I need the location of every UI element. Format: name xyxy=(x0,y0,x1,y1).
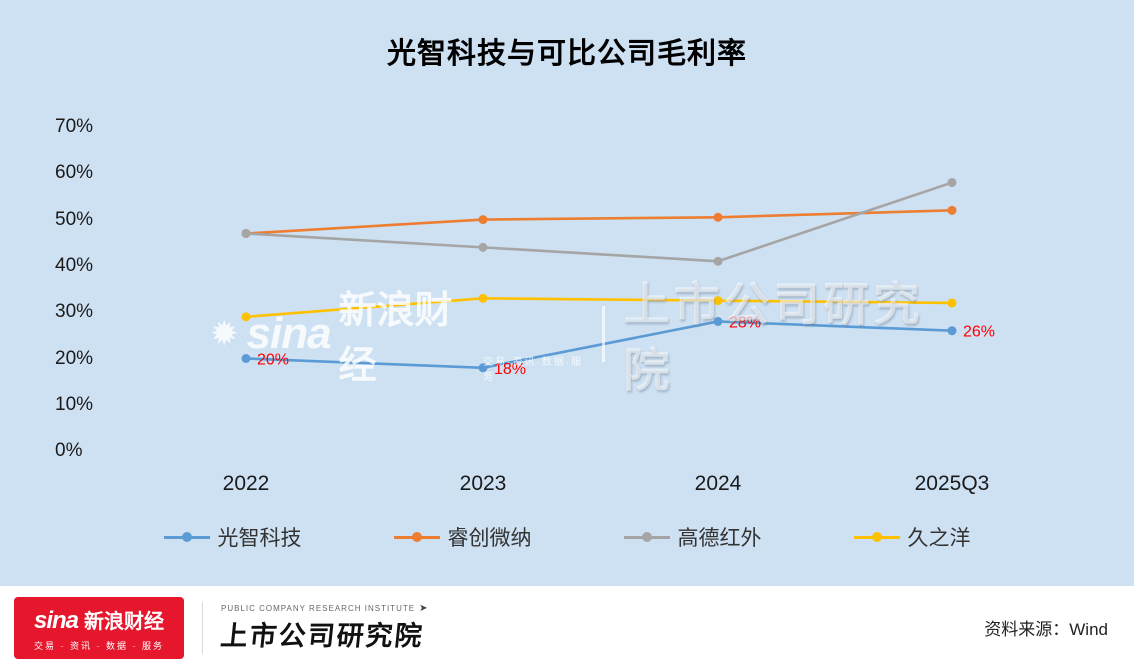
legend-marker xyxy=(393,532,440,542)
data-point xyxy=(947,178,957,188)
institute-name: 上市公司研究院 xyxy=(219,621,426,651)
y-tick-label: 30% xyxy=(55,301,94,323)
data-point xyxy=(241,354,251,363)
footer-divider xyxy=(202,602,203,654)
data-label: 20% xyxy=(257,352,289,369)
y-tick-label: 70% xyxy=(55,116,94,137)
y-tick-label: 40% xyxy=(55,254,94,276)
legend-label: 睿创微纳 xyxy=(447,527,532,550)
rocket-icon: ➤ xyxy=(419,603,429,614)
legend-marker xyxy=(853,532,900,542)
sina-logo-block: sina 新浪财经 交易 · 资讯 · 数据 · 服务 xyxy=(14,597,184,659)
chart-title: 光智科技与可比公司毛利率 xyxy=(386,38,747,70)
plot-area: 20% 18% 28% 26% xyxy=(241,178,995,378)
data-point xyxy=(713,296,723,306)
data-point xyxy=(713,212,723,222)
legend-marker xyxy=(163,532,210,542)
data-point xyxy=(713,316,723,326)
sina-tagline: 交易 · 资讯 · 数据 · 服务 xyxy=(34,640,164,651)
legend: 光智科技 睿创微纳 高德红外 久之洋 xyxy=(0,522,1134,552)
data-source: 资料来源：Wind xyxy=(984,620,1108,639)
y-tick-label: 10% xyxy=(55,393,94,415)
legend-item-光智科技: 光智科技 xyxy=(163,522,302,552)
legend-item-高德红外: 高德红外 xyxy=(623,522,762,552)
institute-logo: PUBLIC COMPANY RESEARCH INSTITUTE ➤ 上市公司… xyxy=(219,603,429,653)
data-point xyxy=(241,228,251,238)
data-point xyxy=(947,326,957,336)
data-label: 26% xyxy=(963,324,995,341)
data-point xyxy=(478,363,488,373)
x-tick-label: 2025Q3 xyxy=(914,472,990,495)
y-tick-label: 50% xyxy=(55,208,94,230)
sina-logo-brand: 新浪财经 xyxy=(84,610,165,633)
footer: sina 新浪财经 交易 · 资讯 · 数据 · 服务 PUBLIC COMPA… xyxy=(0,586,1134,670)
institute-subtitle: PUBLIC COMPANY RESEARCH INSTITUTE xyxy=(221,604,416,613)
legend-label: 光智科技 xyxy=(217,527,302,550)
y-tick-label: 0% xyxy=(55,440,83,462)
legend-item-久之洋: 久之洋 xyxy=(853,522,971,552)
series-line-高德红外 xyxy=(245,181,953,263)
x-tick-label: 2022 xyxy=(222,472,270,495)
data-point xyxy=(478,242,488,252)
series-line-睿创微纳 xyxy=(245,209,953,235)
data-point xyxy=(478,293,488,303)
y-tick-label: 20% xyxy=(55,347,94,369)
data-label: 28% xyxy=(729,314,761,331)
data-point xyxy=(478,215,488,225)
x-tick-label: 2024 xyxy=(694,472,742,495)
data-point xyxy=(947,298,957,308)
data-label: 18% xyxy=(494,361,526,378)
data-point xyxy=(947,205,957,215)
legend-item-睿创微纳: 睿创微纳 xyxy=(393,522,532,552)
data-point xyxy=(241,312,251,322)
series-line-久之洋 xyxy=(245,297,953,319)
sina-logo-word: sina xyxy=(33,606,79,634)
series-line-光智科技 xyxy=(245,320,953,370)
x-tick-label: 2023 xyxy=(459,472,507,495)
legend-label: 高德红外 xyxy=(677,527,762,550)
y-tick-label: 60% xyxy=(55,162,94,184)
legend-marker xyxy=(623,532,670,542)
legend-label: 久之洋 xyxy=(907,527,971,550)
data-point xyxy=(713,256,723,266)
